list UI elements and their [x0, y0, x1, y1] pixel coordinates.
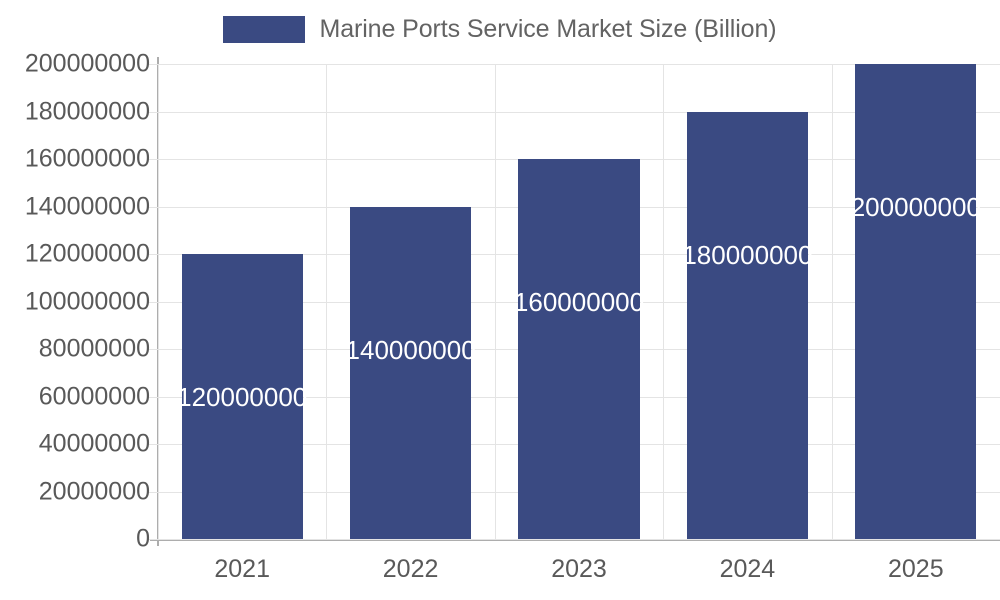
- gridline-vertical: [831, 64, 833, 539]
- y-tick-label: 180000000: [24, 97, 150, 125]
- y-tick-label: 20000000: [38, 477, 150, 505]
- x-tick-label-2021: 2021: [214, 555, 270, 583]
- y-tick-label: 140000000: [24, 192, 150, 220]
- y-tick-label: 100000000: [24, 287, 150, 315]
- x-tick-label-2023: 2023: [551, 555, 607, 583]
- bar-2021[interactable]: [181, 254, 303, 539]
- bar-2025[interactable]: [855, 64, 977, 539]
- x-tick-label-2024: 2024: [719, 555, 776, 583]
- chart-legend: Marine Ports Service Market Size (Billio…: [0, 8, 1000, 50]
- y-tick-label: 80000000: [38, 334, 150, 363]
- gridline-vertical: [663, 64, 665, 539]
- y-tick-label: 0: [136, 524, 150, 553]
- y-tick-label: 40000000: [38, 429, 150, 458]
- bar-2022[interactable]: [349, 206, 472, 539]
- bar-2023[interactable]: [518, 159, 640, 539]
- legend-color-swatch: [223, 15, 306, 43]
- legend-label: Marine Ports Service Market Size (Billio…: [319, 14, 777, 43]
- bar-2024[interactable]: [686, 111, 808, 539]
- y-axis-tick-labels: 0 20000000 40000000 60000000 80000000 1000000…: [0, 0, 150, 600]
- gridline-vertical: [158, 64, 159, 539]
- x-axis-line: [150, 539, 1000, 541]
- gridline-vertical: [494, 64, 496, 539]
- plot-area: 120000000 140000000 160000000 180000000 2000…: [149, 64, 1000, 540]
- gridline-horizontal: [149, 539, 1000, 540]
- gridline-vertical: [326, 64, 328, 539]
- x-tick-label-2022: 2022: [382, 555, 439, 583]
- y-tick-label: 200000000: [24, 49, 150, 78]
- y-tick-label: 120000000: [24, 239, 150, 268]
- y-tick-label: 60000000: [38, 382, 150, 410]
- gridline-horizontal: [149, 111, 1000, 113]
- gridline-horizontal: [149, 64, 1000, 65]
- x-tick-label-2025: 2025: [887, 555, 944, 583]
- y-tick-label: 160000000: [24, 144, 150, 173]
